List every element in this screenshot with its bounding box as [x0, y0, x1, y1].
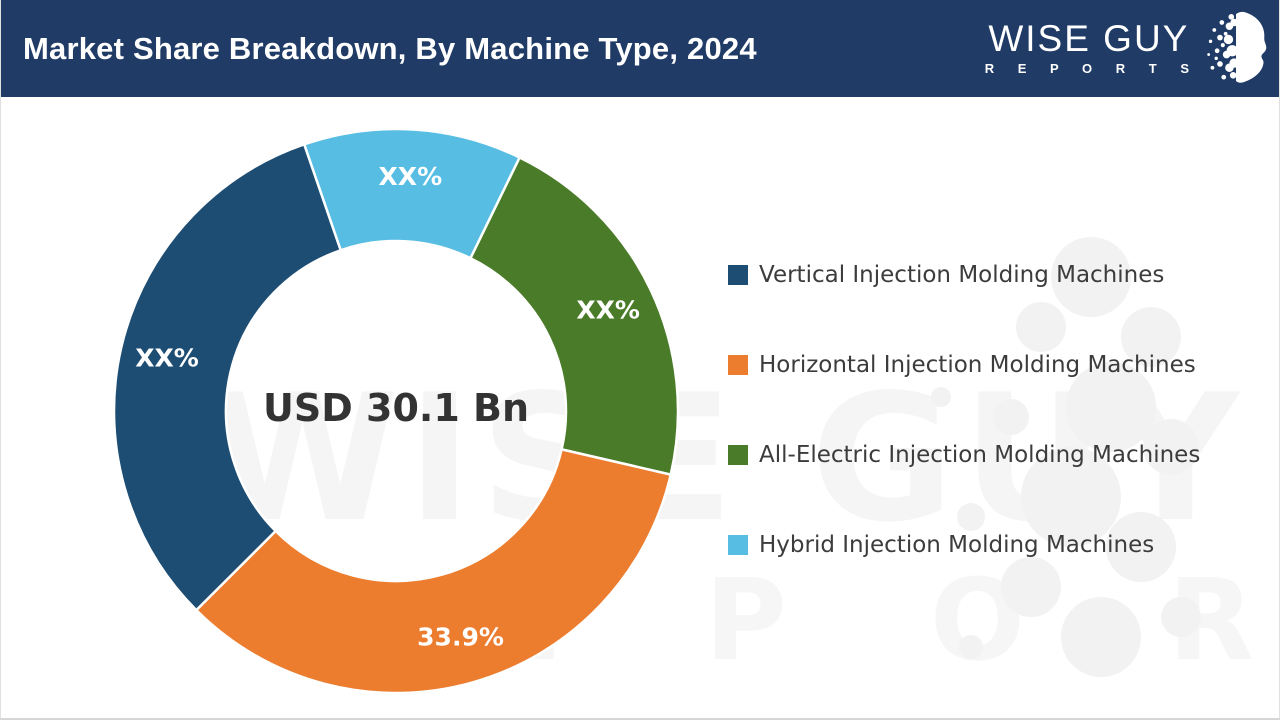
- logo-face-icon: [1207, 11, 1267, 83]
- legend-item: Horizontal Injection Molding Machines: [728, 351, 1200, 379]
- donut-slice-vertical: [112, 142, 343, 612]
- legend-item: Vertical Injection Molding Machines: [728, 261, 1200, 289]
- legend-item-label: Vertical Injection Molding Machines: [759, 262, 1165, 288]
- donut-slice-label: XX%: [576, 295, 640, 324]
- legend-item: Hybrid Injection Molding Machines: [728, 531, 1200, 559]
- legend-item-label: Horizontal Injection Molding Machines: [759, 352, 1196, 378]
- legend-swatch: [728, 265, 748, 285]
- legend-item: All-Electric Injection Molding Machines: [728, 441, 1200, 469]
- legend-item-label: Hybrid Injection Molding Machines: [759, 532, 1155, 558]
- donut-chart: USD 30.1 Bn XX% XX% 33.9% XX%: [112, 127, 680, 695]
- logo-wordmark: WISE GUY: [988, 18, 1190, 60]
- legend-swatch: [728, 445, 748, 465]
- donut-slice-horizontal: [194, 447, 673, 695]
- logo-text: WISE GUY R E P O R T S: [979, 18, 1199, 76]
- donut-slice-all-electric: [468, 155, 680, 477]
- watermark-face-icon: [931, 237, 1201, 677]
- chart-area: WISE GUY R E P O R T S USD 30.1 Bn XX%XX…: [1, 97, 1279, 718]
- donut-slice-label: XX%: [379, 162, 443, 191]
- legend-item-label: All-Electric Injection Molding Machines: [759, 442, 1201, 468]
- donut-slice-label: 33.9%: [417, 622, 504, 651]
- page-title: Market Share Breakdown, By Machine Type,…: [23, 30, 757, 66]
- header: Market Share Breakdown, By Machine Type,…: [1, 0, 1279, 97]
- legend-swatch: [728, 535, 748, 555]
- donut-slice-label: XX%: [135, 343, 199, 372]
- legend-swatch: [728, 355, 748, 375]
- logo-subtext: R E P O R T S: [984, 60, 1199, 76]
- legend: Vertical Injection Molding Machines Hori…: [728, 261, 1200, 621]
- donut-slices-group: [112, 127, 680, 695]
- brand-logo: WISE GUY R E P O R T S: [979, 8, 1269, 86]
- donut-center-label: USD 30.1 Bn: [263, 386, 529, 430]
